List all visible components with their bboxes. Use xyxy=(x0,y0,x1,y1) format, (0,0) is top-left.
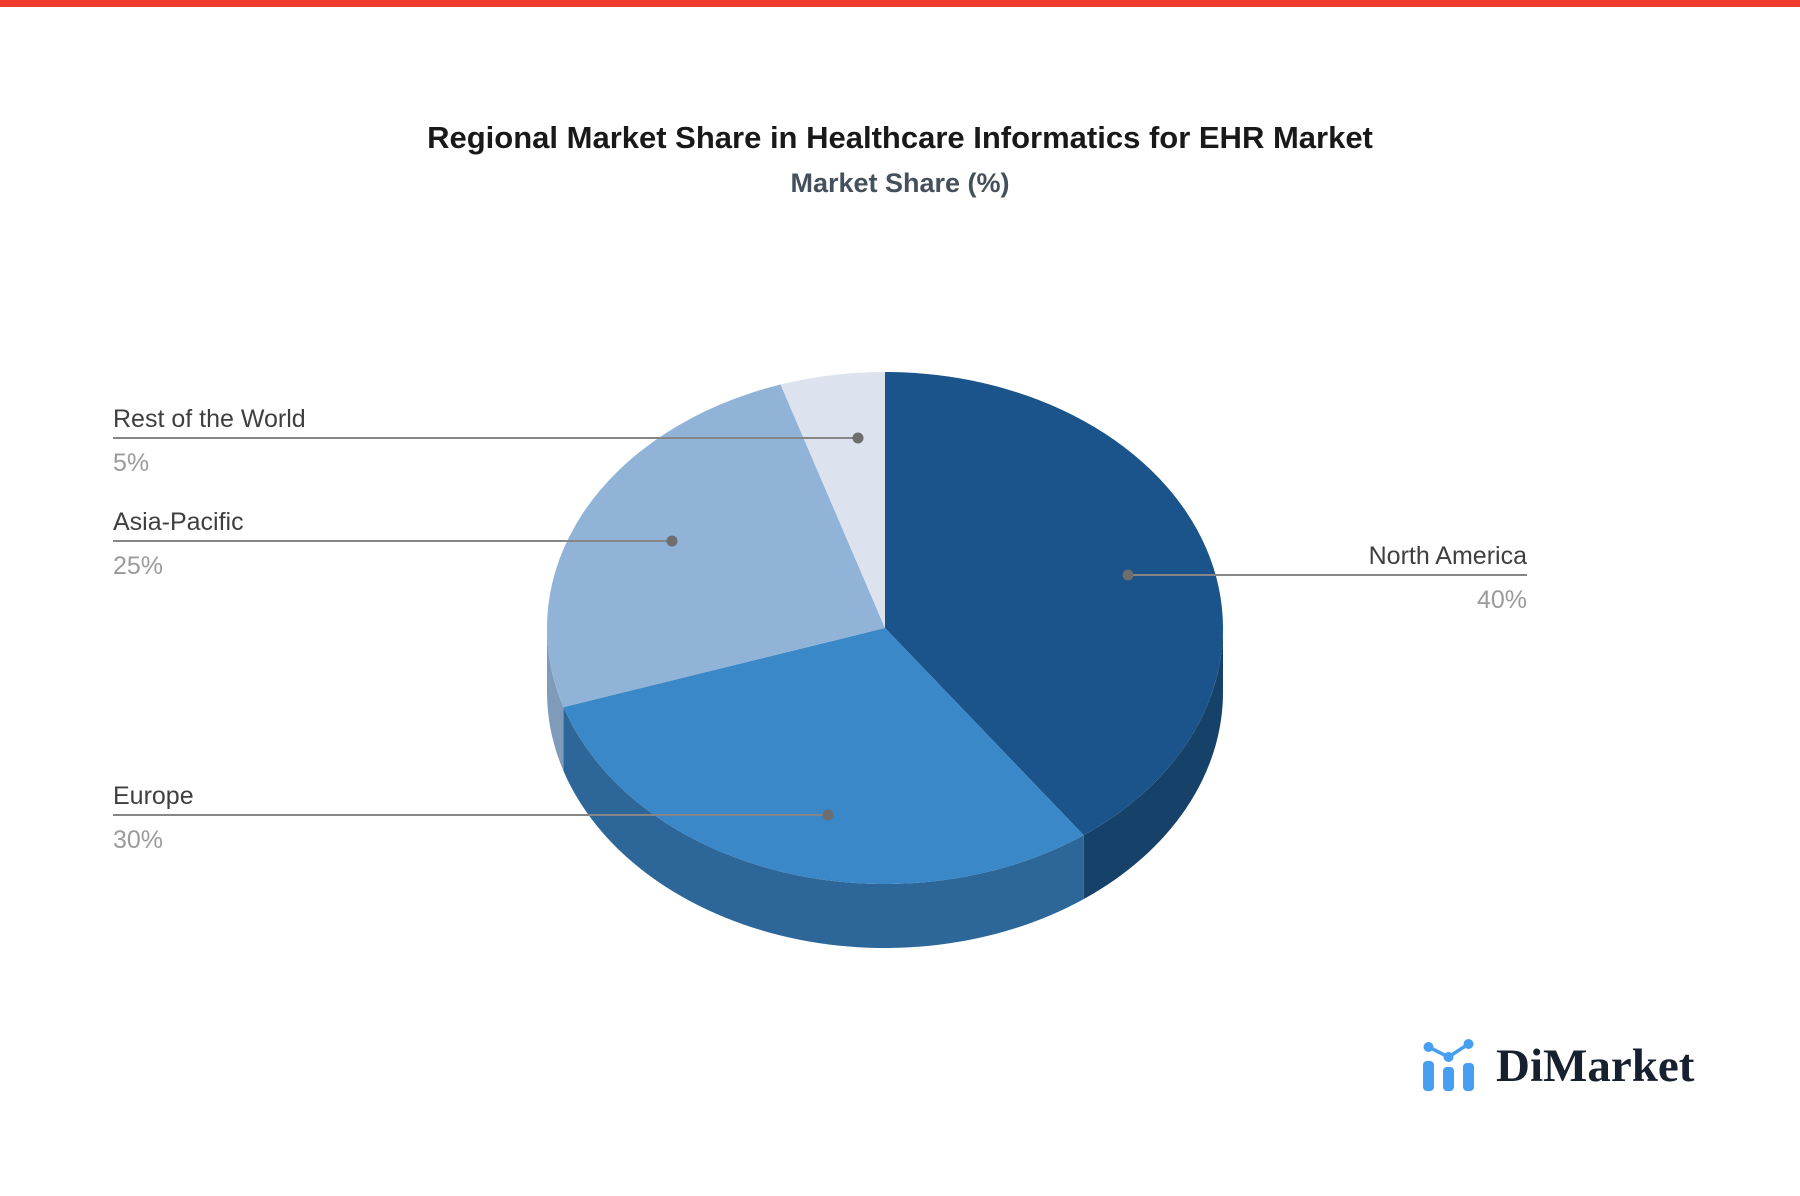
slice-label-block-north-america: North America 40% xyxy=(1369,541,1527,615)
slice-label-europe: Europe xyxy=(113,782,194,810)
bar-chart-sparkline-icon xyxy=(1423,1039,1474,1091)
slice-label-block-asia-pacific: Asia-Pacific 25% xyxy=(113,507,244,581)
slice-label-asia-pacific: Asia-Pacific xyxy=(113,508,244,536)
pie-slice-side-north-america xyxy=(1083,628,1223,900)
leader-dot-europe xyxy=(822,809,834,821)
pie-slice-asia-pacific[interactable] xyxy=(547,384,885,708)
leader-dot-north-america xyxy=(1122,569,1134,581)
pie-slice-side-asia-pacific xyxy=(547,628,564,772)
leader-dot-rest-of-the-world xyxy=(852,432,864,444)
brand-logo: DiMarket xyxy=(1420,1036,1694,1096)
slice-percent-north-america: 40% xyxy=(1476,586,1527,614)
chart-subtitle: Market Share (%) xyxy=(790,168,1010,198)
slice-percent-europe: 30% xyxy=(113,826,164,854)
slice-percent-asia-pacific: 25% xyxy=(113,552,164,580)
slice-label-north-america: North America xyxy=(1368,542,1527,570)
top-accent-bar xyxy=(0,0,1800,7)
brand-name: DiMarket xyxy=(1496,1040,1695,1092)
pie-slice-europe[interactable] xyxy=(563,628,1084,884)
chart-title: Regional Market Share in Healthcare Info… xyxy=(427,120,1373,155)
slice-label-block-europe: Europe 30% xyxy=(113,781,194,855)
leader-dot-asia-pacific xyxy=(666,535,678,547)
pie-slice-side-europe xyxy=(563,707,1084,948)
slice-label-block-rest-of-the-world: Rest of the World 5% xyxy=(113,404,306,478)
slice-percent-rest-of-the-world: 5% xyxy=(113,449,150,477)
pie-slice-north-america[interactable] xyxy=(885,372,1223,836)
slice-label-rest-of-the-world: Rest of the World xyxy=(113,405,306,433)
